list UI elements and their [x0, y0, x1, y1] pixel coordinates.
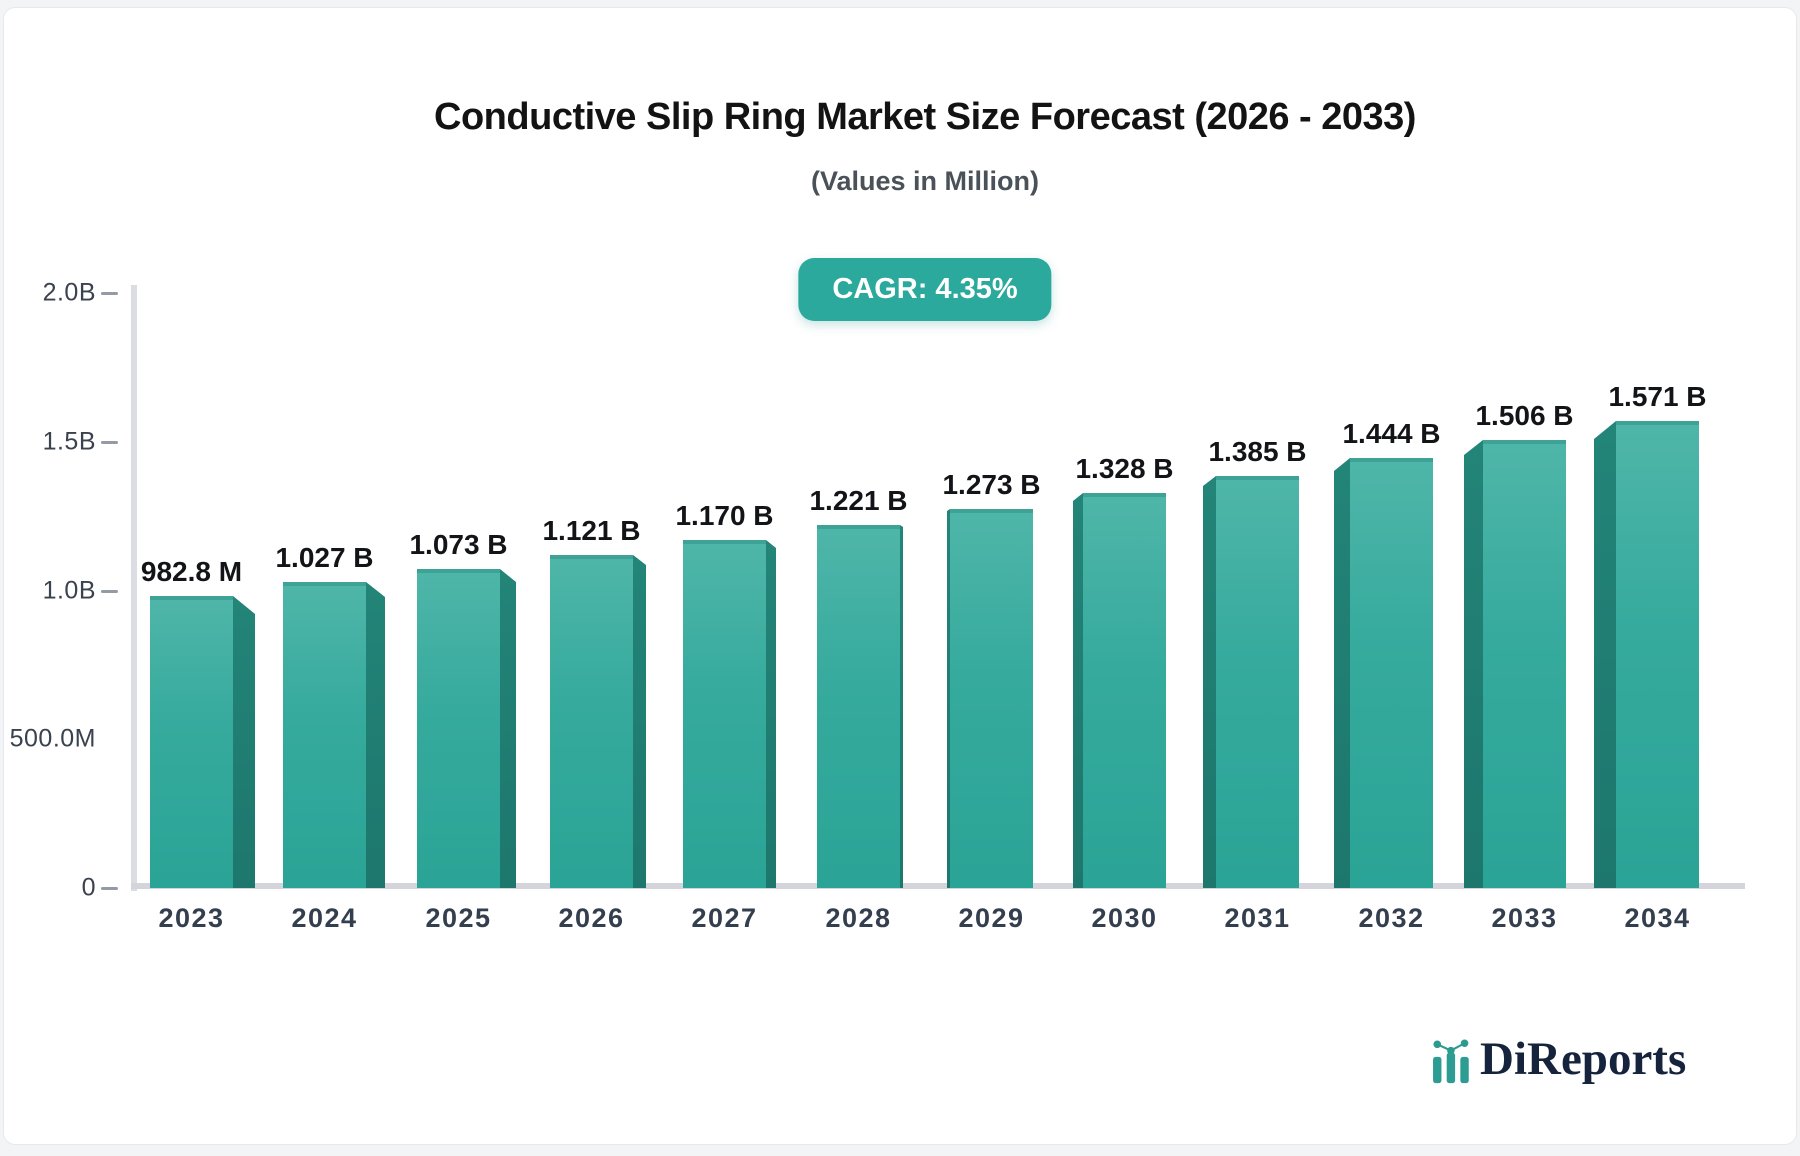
- bar-top-edge: [817, 525, 900, 529]
- bar-value-label: 1.444 B: [1342, 418, 1441, 449]
- bar-top-edge: [683, 540, 766, 544]
- bar-side-face: [500, 569, 516, 888]
- bar-value-label: 1.170 B: [675, 500, 774, 531]
- bar: [1216, 476, 1299, 888]
- x-axis-line: [131, 883, 1745, 889]
- bar: [1350, 458, 1433, 888]
- bar-top-edge: [950, 509, 1033, 513]
- y-axis-tick-mark: [101, 589, 118, 593]
- y-axis-tick-label: 500.0M: [9, 724, 96, 753]
- bar-value-label: 1.385 B: [1208, 436, 1307, 467]
- bar: [1083, 493, 1166, 888]
- bar: [417, 569, 500, 888]
- y-axis-tick-label: 0: [81, 873, 96, 902]
- bar-top-edge: [1216, 476, 1299, 480]
- bar-side-face: [766, 540, 776, 888]
- bar-value-label: 1.027 B: [275, 542, 374, 573]
- x-axis-category-label: 2034: [1624, 903, 1691, 933]
- cagr-badge: CAGR: 4.35%: [798, 258, 1052, 321]
- x-axis-category-label: 2033: [1491, 903, 1558, 933]
- bar-side-face: [1334, 458, 1350, 888]
- x-axis-category-label: 2026: [558, 903, 625, 933]
- x-axis-category-label: 2031: [1224, 903, 1291, 933]
- bar-top-edge: [550, 555, 633, 559]
- bar-value-label: 1.221 B: [809, 485, 908, 516]
- x-axis-category-label: 2025: [425, 903, 492, 933]
- bar-side-face: [1073, 493, 1083, 888]
- bar-top-edge: [283, 582, 366, 586]
- y-axis-tick-mark: [101, 440, 118, 444]
- bar-side-face: [900, 525, 903, 888]
- y-axis-tick-label: 1.0B: [42, 576, 96, 604]
- bar-value-label: 1.328 B: [1075, 453, 1174, 484]
- bar: [817, 525, 900, 888]
- bar-chart-trend-icon: [1433, 1039, 1469, 1084]
- y-axis-line: [131, 285, 137, 891]
- bar: [950, 509, 1033, 888]
- bar: [283, 582, 366, 888]
- x-axis-category-label: 2032: [1358, 903, 1425, 933]
- bar: [1483, 440, 1566, 888]
- x-axis-category-label: 2028: [825, 903, 892, 933]
- brand-name: DiReports: [1480, 1033, 1687, 1085]
- bar-value-label: 982.8 M: [140, 556, 243, 587]
- bar-value-label: 1.571 B: [1608, 381, 1707, 412]
- x-axis-category-label: 2027: [691, 903, 758, 933]
- brand-logo: DiReports: [1432, 1033, 1687, 1086]
- bar-top-edge: [1350, 458, 1433, 462]
- y-axis-tick-label: 2.0B: [42, 278, 96, 307]
- bar-top-edge: [1483, 440, 1566, 444]
- bar-value-label: 1.506 B: [1475, 400, 1574, 431]
- bar: [550, 555, 633, 888]
- bar-side-face: [1464, 440, 1483, 888]
- bar-side-face: [1203, 476, 1216, 888]
- bar-side-face: [233, 596, 255, 888]
- bar: [150, 596, 233, 888]
- bar-side-face: [947, 509, 950, 888]
- x-axis-category-label: 2029: [958, 903, 1025, 933]
- bar-side-face: [633, 555, 646, 888]
- chart-title: Conductive Slip Ring Market Size Forecas…: [434, 96, 1416, 138]
- x-axis-category-label: 2023: [158, 903, 225, 933]
- bar-value-label: 1.121 B: [542, 515, 641, 546]
- bar-value-label: 1.073 B: [409, 529, 508, 560]
- x-axis-category-label: 2030: [1091, 903, 1158, 933]
- bar: [1616, 421, 1699, 888]
- y-axis-tick-mark: [101, 887, 118, 890]
- x-axis-category-label: 2024: [291, 903, 358, 933]
- bar-side-face: [366, 582, 385, 888]
- bar-top-edge: [1616, 421, 1699, 425]
- bar-top-edge: [1083, 493, 1166, 497]
- chart-subtitle: (Values in Million): [810, 166, 1040, 196]
- bar-value-label: 1.273 B: [942, 469, 1041, 500]
- bar-top-edge: [417, 569, 500, 573]
- y-axis-tick-label: 1.5B: [42, 427, 96, 456]
- bar-top-edge: [150, 596, 233, 600]
- y-axis-tick-mark: [101, 292, 118, 295]
- bar: [683, 540, 766, 888]
- bar-side-face: [1594, 421, 1616, 888]
